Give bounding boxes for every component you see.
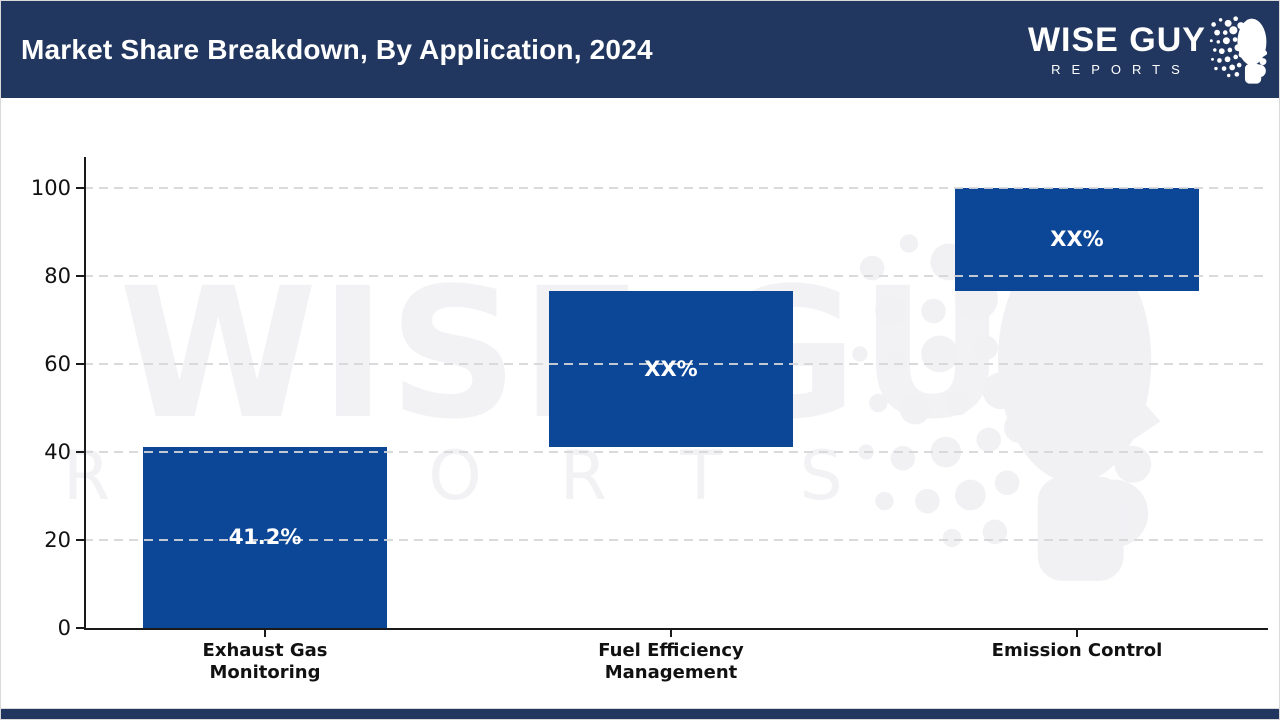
gridline [84, 275, 1267, 277]
gridline [84, 187, 1267, 189]
brand-subtitle: REPORTS [1051, 62, 1191, 77]
brand-logo-text: WISE GUY REPORTS [1028, 23, 1206, 77]
bar-value-label: 41.2% [228, 525, 302, 550]
x-axis-tick [1076, 630, 1078, 637]
y-axis-line [84, 157, 86, 630]
bar-segment [143, 446, 387, 628]
y-axis-tick-label: 20 [44, 528, 71, 552]
y-axis-tick [76, 451, 84, 453]
bar-value-label: XX% [644, 356, 698, 381]
y-axis-tick [76, 363, 84, 365]
gridline [84, 451, 1267, 453]
x-axis-category-label: Fuel Efficiency Management [598, 640, 744, 683]
y-axis-tick-label: 60 [44, 352, 71, 376]
bar-value-label: XX% [1050, 227, 1104, 252]
x-axis-line [84, 628, 1268, 630]
x-axis-category-label: Exhaust Gas Monitoring [202, 640, 328, 683]
y-axis-tick-label: 80 [44, 264, 71, 288]
y-axis-tick [76, 275, 84, 277]
y-axis-tick [76, 539, 84, 541]
bar-segment [549, 290, 793, 447]
y-axis-tick-label: 0 [57, 616, 71, 640]
header-bar: Market Share Breakdown, By Application, … [1, 1, 1279, 98]
brand-logo: WISE GUY REPORTS [1028, 6, 1267, 94]
page-title: Market Share Breakdown, By Application, … [21, 33, 653, 65]
x-axis-tick [670, 630, 672, 637]
x-axis-category-label: Emission Control [991, 640, 1163, 661]
y-axis-tick-label: 100 [30, 176, 71, 200]
y-axis-tick [76, 627, 84, 629]
x-axis-tick [264, 630, 266, 637]
y-axis-tick-label: 40 [44, 440, 71, 464]
y-axis-tick [76, 187, 84, 189]
footer-bar [1, 708, 1279, 719]
bar-segment [955, 188, 1199, 291]
gridline [84, 539, 1267, 541]
gridline [84, 363, 1267, 365]
face-profile-icon [1209, 16, 1267, 84]
brand-name: WISE GUY [1027, 21, 1206, 59]
